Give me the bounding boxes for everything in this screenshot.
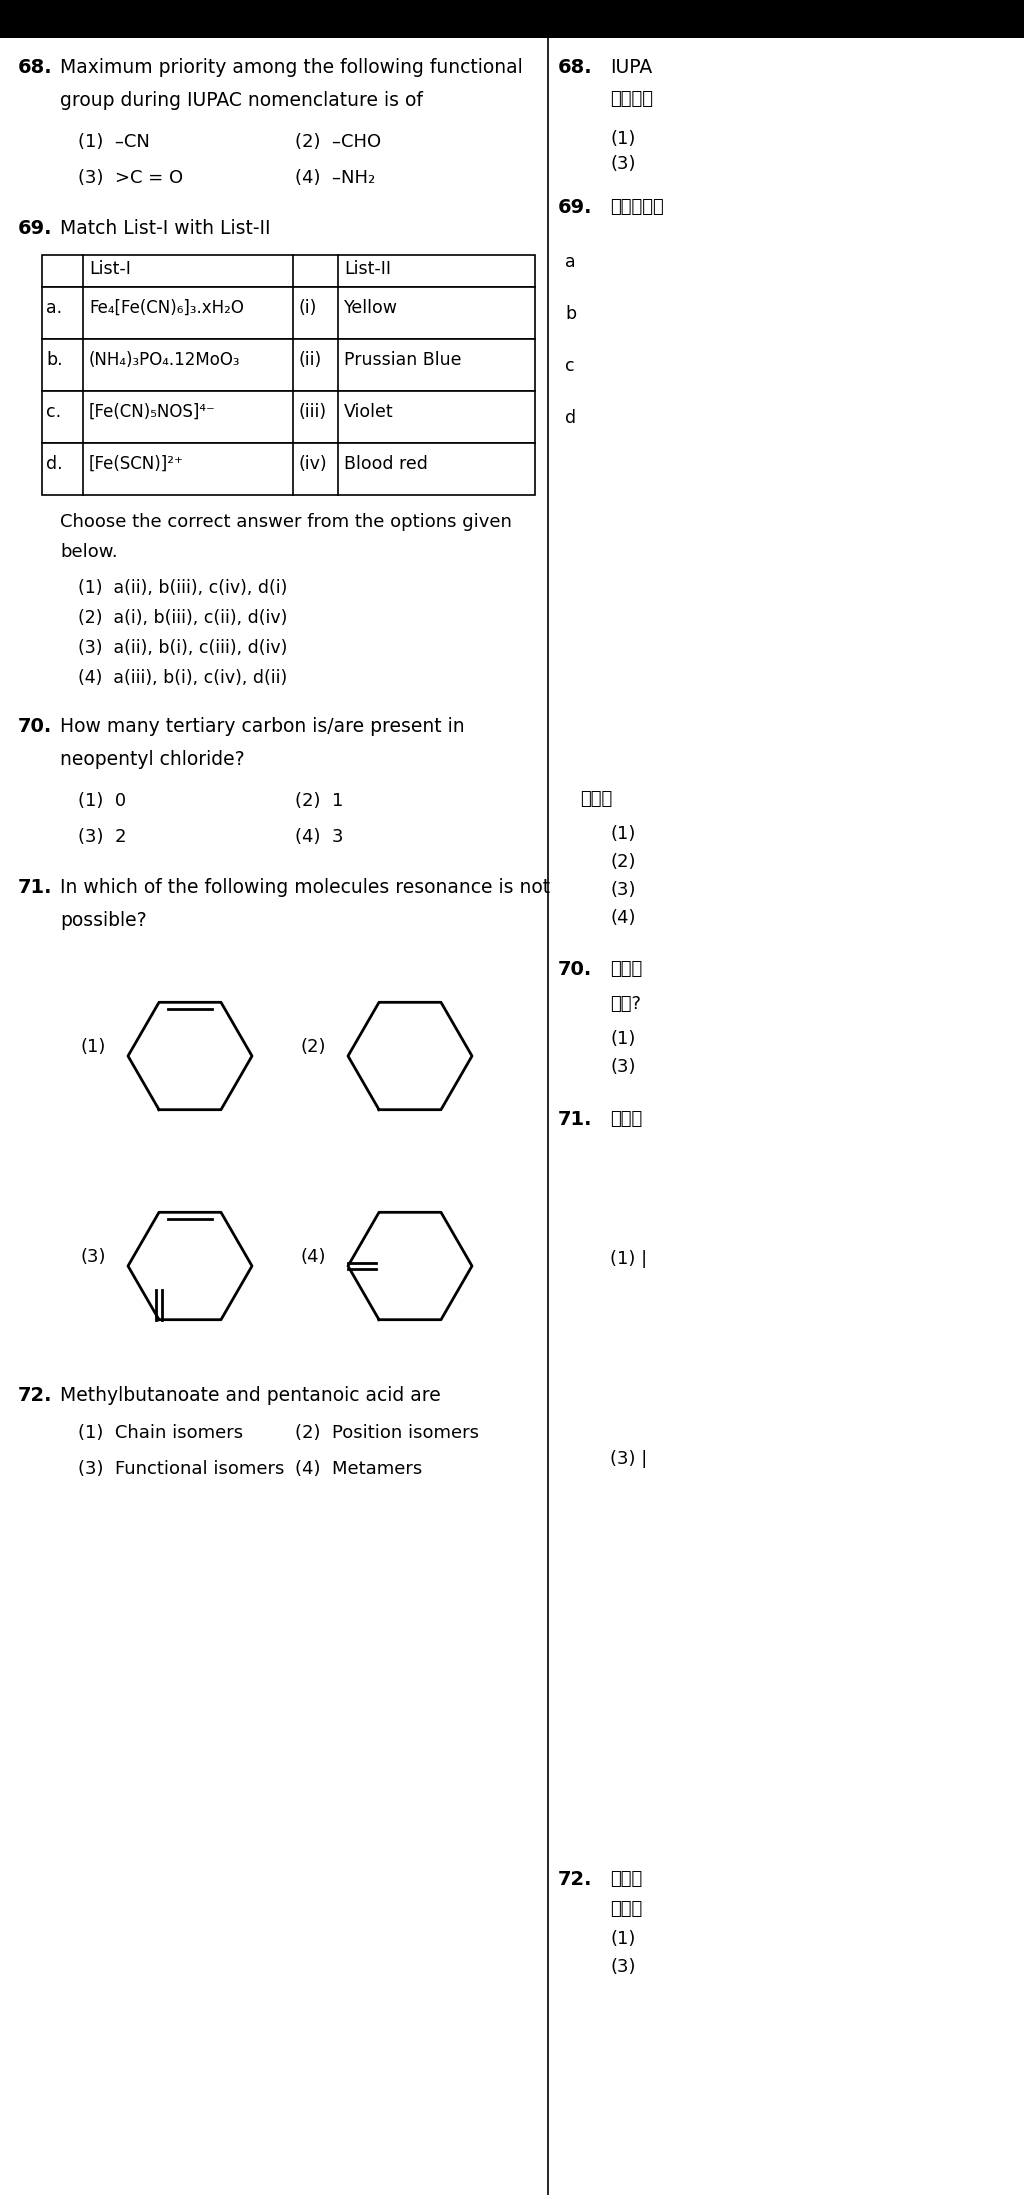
Text: 70.: 70. xyxy=(558,959,592,979)
Text: 70.: 70. xyxy=(18,718,52,735)
Text: (4)  a(iii), b(i), c(iv), d(ii): (4) a(iii), b(i), c(iv), d(ii) xyxy=(78,669,288,687)
Text: d: d xyxy=(565,408,577,428)
Bar xyxy=(0,0,1024,37)
Text: Match List-I with List-II: Match List-I with List-II xyxy=(60,220,270,237)
Text: સંઘ: સંઘ xyxy=(610,1901,642,1918)
Text: (4)  3: (4) 3 xyxy=(295,828,343,845)
Text: (3)  2: (3) 2 xyxy=(78,828,127,845)
Text: 69.: 69. xyxy=(18,220,52,237)
Text: Fe₄[Fe(CN)₆]₃.xH₂O: Fe₄[Fe(CN)₆]₃.xH₂O xyxy=(89,299,244,316)
Text: (i): (i) xyxy=(299,299,317,316)
Text: IUPA: IUPA xyxy=(610,57,652,77)
Text: List-I: List-I xyxy=(89,259,131,279)
Text: (3)  >C = O: (3) >C = O xyxy=(78,169,183,187)
Text: 68.: 68. xyxy=(18,57,52,77)
Text: (1) |: (1) | xyxy=(610,1249,647,1269)
Text: (1): (1) xyxy=(80,1038,105,1056)
Text: (3): (3) xyxy=(610,1958,636,1976)
Text: (3)  Functional isomers: (3) Functional isomers xyxy=(78,1460,285,1477)
Text: Violet: Violet xyxy=(344,404,393,421)
Text: (2): (2) xyxy=(610,854,636,871)
Text: List-II: List-II xyxy=(344,259,391,279)
Text: (1)  a(ii), b(iii), c(iv), d(i): (1) a(ii), b(iii), c(iv), d(i) xyxy=(78,579,288,597)
Text: b.: b. xyxy=(46,351,62,369)
Text: a.: a. xyxy=(46,299,62,316)
Text: નીચ: નીચ xyxy=(580,790,612,808)
Text: 69.: 69. xyxy=(558,198,593,217)
Bar xyxy=(42,338,535,391)
Text: (1): (1) xyxy=(610,1929,635,1947)
Text: (4): (4) xyxy=(610,909,636,926)
Text: લીસ્ત: લીસ્ત xyxy=(610,198,664,215)
Text: છે?: છે? xyxy=(610,994,641,1014)
Text: (2)  a(i), b(iii), c(ii), d(iv): (2) a(i), b(iii), c(ii), d(iv) xyxy=(78,608,288,628)
Text: (4)  Metamers: (4) Metamers xyxy=(295,1460,422,1477)
Text: 68.: 68. xyxy=(558,57,593,77)
Text: નીચ: નીચ xyxy=(610,1111,642,1128)
Bar xyxy=(42,391,535,443)
Text: c: c xyxy=(565,358,574,375)
Text: Yellow: Yellow xyxy=(344,299,398,316)
Text: possible?: possible? xyxy=(60,911,146,931)
Text: How many tertiary carbon is/are present in: How many tertiary carbon is/are present … xyxy=(60,718,465,735)
Text: neopentyl chloride?: neopentyl chloride? xyxy=(60,751,245,768)
Text: (2)  –CHO: (2) –CHO xyxy=(295,134,381,151)
Text: 72.: 72. xyxy=(18,1385,52,1405)
Text: (NH₄)₃PO₄.12MoO₃: (NH₄)₃PO₄.12MoO₃ xyxy=(89,351,241,369)
Text: (1)  Chain isomers: (1) Chain isomers xyxy=(78,1425,243,1442)
Text: 71.: 71. xyxy=(18,878,52,898)
Text: group during IUPAC nomenclature is of: group during IUPAC nomenclature is of xyxy=(60,90,423,110)
Text: (iii): (iii) xyxy=(299,404,327,421)
Text: 72.: 72. xyxy=(558,1870,593,1890)
Text: નીચ: નીચ xyxy=(610,959,642,979)
Text: a: a xyxy=(565,252,575,270)
Text: મિથ: મિથ xyxy=(610,1870,642,1888)
Text: (2)  1: (2) 1 xyxy=(295,792,343,810)
Text: d.: d. xyxy=(46,454,62,472)
Text: (ii): (ii) xyxy=(299,351,323,369)
Bar xyxy=(42,288,535,338)
Text: (3): (3) xyxy=(610,156,636,173)
Text: (iv): (iv) xyxy=(299,454,328,472)
Text: Methylbutanoate and pentanoic acid are: Methylbutanoate and pentanoic acid are xyxy=(60,1385,440,1405)
Text: [Fe(SCN)]²⁺: [Fe(SCN)]²⁺ xyxy=(89,454,184,472)
Text: Choose the correct answer from the options given: Choose the correct answer from the optio… xyxy=(60,514,512,531)
Text: (1): (1) xyxy=(610,130,635,147)
Text: (3): (3) xyxy=(610,880,636,900)
Text: (3): (3) xyxy=(80,1249,105,1267)
Text: (3): (3) xyxy=(610,1058,636,1076)
Text: (3)  a(ii), b(i), c(iii), d(iv): (3) a(ii), b(i), c(iii), d(iv) xyxy=(78,639,288,656)
Text: (2): (2) xyxy=(300,1038,326,1056)
Text: [Fe(CN)₅NOS]⁴⁻: [Fe(CN)₅NOS]⁴⁻ xyxy=(89,404,216,421)
Text: Prussian Blue: Prussian Blue xyxy=(344,351,462,369)
Text: (3) |: (3) | xyxy=(610,1451,647,1468)
Text: કિયા: કિયા xyxy=(610,90,653,108)
Text: Maximum priority among the following functional: Maximum priority among the following fun… xyxy=(60,57,522,77)
Text: (1)  –CN: (1) –CN xyxy=(78,134,150,151)
Text: b: b xyxy=(565,305,577,323)
Text: c.: c. xyxy=(46,404,61,421)
Text: below.: below. xyxy=(60,542,118,562)
Text: (1)  0: (1) 0 xyxy=(78,792,126,810)
Text: (4): (4) xyxy=(300,1249,326,1267)
Bar xyxy=(42,443,535,496)
Text: Blood red: Blood red xyxy=(344,454,428,472)
Text: (2)  Position isomers: (2) Position isomers xyxy=(295,1425,479,1442)
Text: 71.: 71. xyxy=(558,1111,593,1128)
Bar xyxy=(42,255,535,288)
Text: (4)  –NH₂: (4) –NH₂ xyxy=(295,169,375,187)
Text: (1): (1) xyxy=(610,1029,635,1047)
Text: In which of the following molecules resonance is not: In which of the following molecules reso… xyxy=(60,878,550,898)
Text: (1): (1) xyxy=(610,825,635,843)
